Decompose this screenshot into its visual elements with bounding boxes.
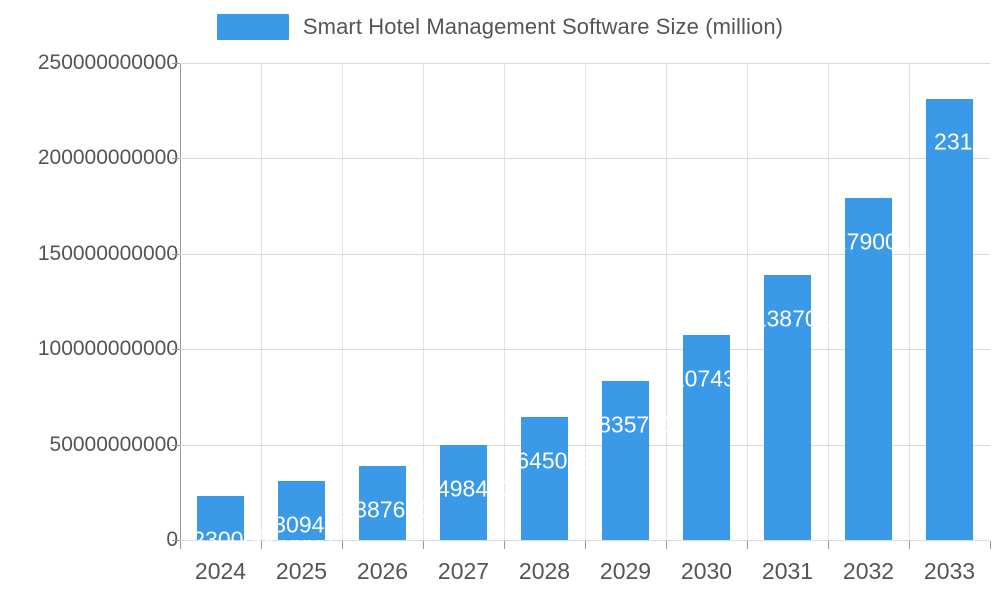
category-separator <box>747 63 748 540</box>
plot-area: 23000000000 30946040600 38767043520 4984230… <box>180 63 1000 553</box>
gridline <box>180 349 990 351</box>
chart-legend: Smart Hotel Management Software Size (mi… <box>0 14 1000 40</box>
x-axis-tick-mark <box>828 541 829 549</box>
x-axis-tick-label: 2029 <box>599 558 652 584</box>
x-axis-tick-label: 2025 <box>275 558 328 584</box>
y-axis-tick-mark <box>172 349 180 351</box>
x-axis-tick-mark <box>666 541 667 549</box>
x-axis-tick-mark <box>180 541 181 549</box>
x-axis-tick-mark <box>990 541 991 549</box>
category-separator <box>261 63 262 540</box>
x-axis-tick-label: 2031 <box>761 558 814 584</box>
y-axis-tick-label: 100000000000 <box>37 337 178 361</box>
x-axis-tick-mark <box>909 541 910 549</box>
x-axis-tick-label: 2024 <box>194 558 247 584</box>
x-axis-tick-label: 2030 <box>680 558 733 584</box>
y-axis-tick-mark <box>172 540 180 541</box>
gridline <box>180 158 990 160</box>
x-axis-tick-mark <box>504 541 505 549</box>
y-axis-tick-label: 150000000000 <box>37 241 178 265</box>
bar[interactable] <box>926 98 973 540</box>
x-axis-tick-mark <box>747 541 748 549</box>
x-axis-tick-label: 2026 <box>356 558 409 584</box>
bar[interactable] <box>278 480 325 540</box>
bar[interactable] <box>197 496 244 540</box>
bar[interactable] <box>359 466 406 540</box>
x-axis-tick-mark <box>423 541 424 549</box>
y-axis-tick-label: 200000000000 <box>37 146 178 170</box>
bar[interactable] <box>440 444 487 540</box>
y-axis-tick-label: 0 <box>166 528 178 551</box>
y-axis-tick-mark <box>172 253 180 255</box>
y-axis-line <box>180 63 181 541</box>
bar[interactable] <box>764 275 811 540</box>
bar[interactable] <box>845 198 892 540</box>
category-separator <box>666 63 667 540</box>
gridline <box>180 444 990 446</box>
gridline <box>180 253 990 255</box>
legend-color-swatch <box>216 14 289 40</box>
y-axis-tick-mark <box>172 63 180 64</box>
bar[interactable] <box>602 380 649 540</box>
gridline <box>180 540 990 541</box>
legend-item-label: Smart Hotel Management Software Size (mi… <box>302 14 784 39</box>
y-axis-tick-label: 250000000000 <box>37 51 178 74</box>
category-separator <box>423 63 424 540</box>
category-separator <box>342 63 343 540</box>
legend-item[interactable]: Smart Hotel Management Software Size (mi… <box>216 14 784 40</box>
x-axis-tick-label: 2033 <box>923 558 976 584</box>
category-separator <box>504 63 505 540</box>
x-axis-tick-label: 2027 <box>437 558 490 584</box>
x-axis-tick-mark <box>261 541 262 549</box>
x-axis-tick-label: 2032 <box>842 558 895 584</box>
bar[interactable] <box>683 335 730 540</box>
y-axis-tick-mark <box>172 158 180 160</box>
bar[interactable] <box>521 416 568 540</box>
x-axis-tick-mark <box>342 541 343 549</box>
gridline <box>180 63 990 64</box>
x-axis-tick-label: 2028 <box>518 558 571 584</box>
x-axis-tick-mark <box>585 541 586 549</box>
y-axis-tick-mark <box>172 444 180 446</box>
category-separator <box>828 63 829 540</box>
category-separator <box>585 63 586 540</box>
y-axis-tick-label: 50000000000 <box>49 432 178 456</box>
category-separator <box>909 63 910 540</box>
